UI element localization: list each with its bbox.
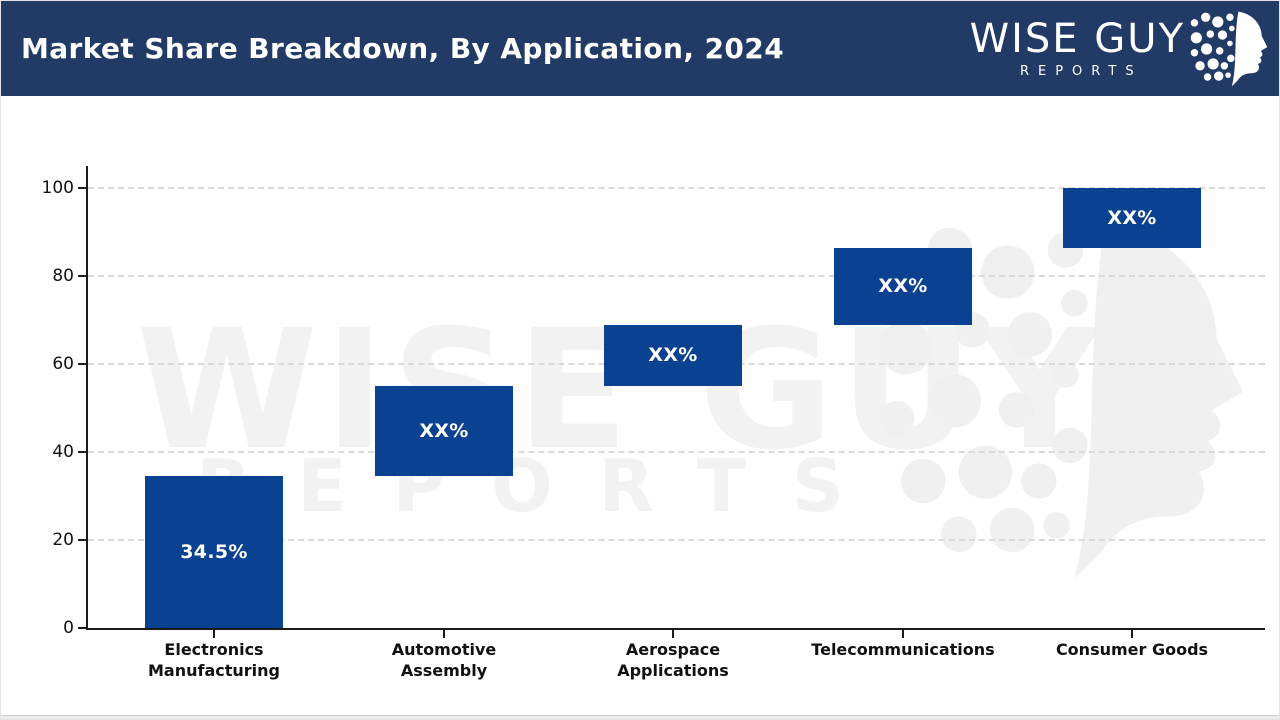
gridline-20 xyxy=(88,539,1265,542)
bar-consumer-goods: XX% xyxy=(1063,188,1201,248)
x-axis-category-label: Telecommunications xyxy=(811,640,995,659)
bar-electronics-manufacturing: 34.5% xyxy=(145,476,283,628)
plot-area: 0 20 40 60 80 100 34.5% Electronics Manufacturi… xyxy=(42,166,1265,680)
y-tick-label: 40 xyxy=(52,442,74,463)
y-tick-label: 60 xyxy=(52,354,74,375)
bar-value-label: XX% xyxy=(419,420,469,443)
y-tick-mark-0 xyxy=(78,627,86,629)
bar-telecommunications: XX% xyxy=(834,247,972,325)
x-axis-category-label: Electronics Manufacturing xyxy=(148,640,280,680)
x-axis-category-label: Consumer Goods xyxy=(1055,640,1209,659)
bar-value-label: 34.5% xyxy=(180,541,248,564)
wise-guy-logo: WISE GUY REPORTS xyxy=(970,7,1271,91)
watermark-tagline: REPORTS xyxy=(196,444,890,528)
x-tick-mark xyxy=(902,630,904,638)
bar-value-label: XX% xyxy=(1107,206,1157,229)
watermark-head-icon xyxy=(878,223,1244,579)
y-tick-mark-40 xyxy=(78,451,86,454)
logo-tagline: REPORTS xyxy=(1019,64,1143,79)
y-tick-mark-100 xyxy=(78,187,86,190)
bar-automotive-assembly: XX% xyxy=(375,386,513,477)
x-tick-mark xyxy=(443,630,445,638)
y-tick-mark-20 xyxy=(78,539,86,542)
x-tick-mark xyxy=(672,630,674,638)
gridline-100 xyxy=(88,187,1265,190)
bar-aerospace-applications: XX% xyxy=(604,324,742,387)
gridline-80 xyxy=(88,275,1265,278)
bar-value-label: XX% xyxy=(648,344,698,367)
y-tick-label: 0 xyxy=(63,618,74,638)
logo-head-icon xyxy=(1190,11,1268,87)
y-tick-mark-80 xyxy=(78,275,86,278)
logo-wordmark: WISE GUY xyxy=(969,16,1185,62)
x-tick-mark xyxy=(213,630,215,638)
bar-value-label: XX% xyxy=(878,275,928,298)
y-tick-label: 80 xyxy=(52,266,74,287)
page-title: Market Share Breakdown, By Application, … xyxy=(21,32,785,65)
gridline-40 xyxy=(88,451,1265,454)
x-axis-category-label: Automotive Assembly xyxy=(391,640,497,680)
header-bar: Market Share Breakdown, By Application, … xyxy=(1,1,1279,96)
x-axis-category-label: Aerospace Applications xyxy=(617,640,729,680)
logo-text: WISE GUY REPORTS xyxy=(970,19,1185,79)
y-tick-mark-60 xyxy=(78,363,86,366)
x-tick-mark xyxy=(1131,630,1133,638)
bottom-divider xyxy=(1,715,1279,719)
y-tick-label: 100 xyxy=(41,178,74,199)
chart-canvas: WISE GUY REPORTS 0 20 40 60 80 100 34.5% Electr… xyxy=(1,96,1279,719)
y-tick-label: 20 xyxy=(52,530,74,551)
